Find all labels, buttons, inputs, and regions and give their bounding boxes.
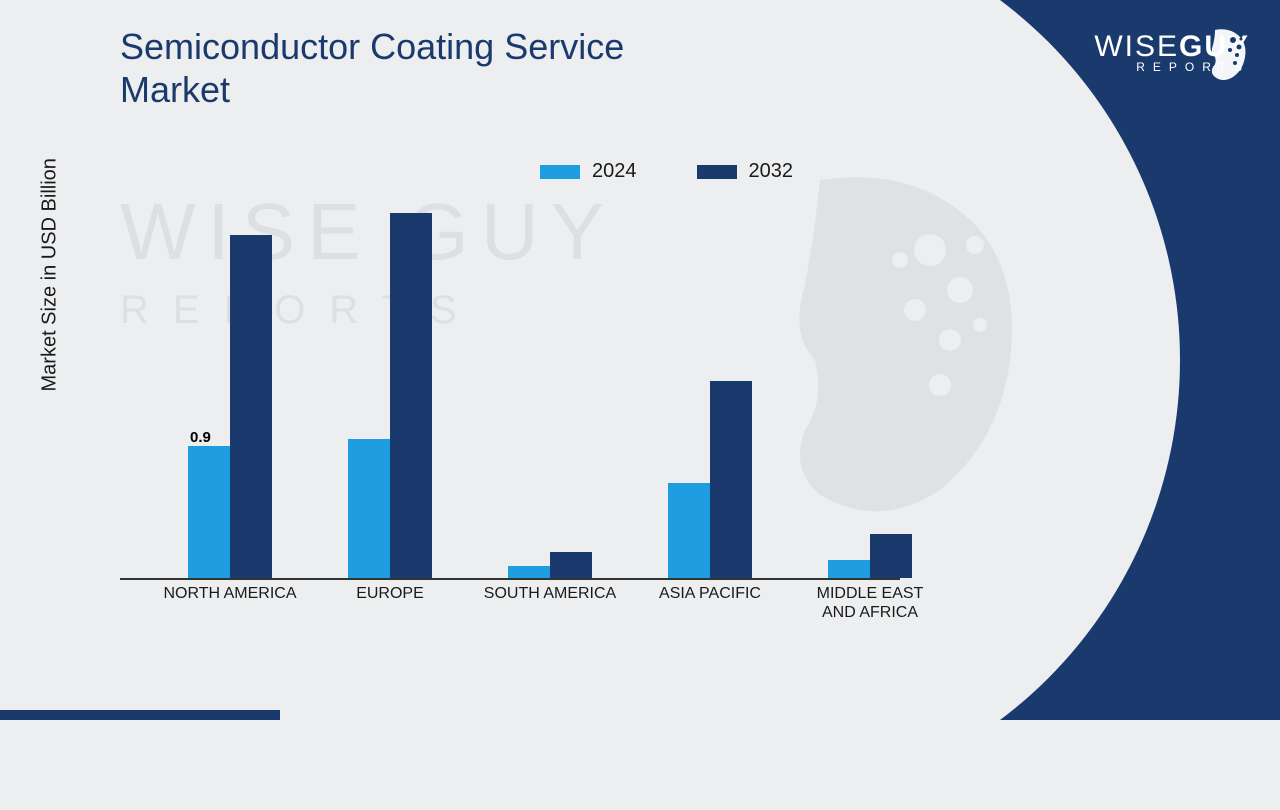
legend-label-2032: 2032 [749, 160, 794, 183]
bar-group: 0.9NORTH AMERICA [170, 235, 290, 578]
bar-2032 [710, 381, 752, 578]
bar-2024 [508, 566, 550, 578]
bar-2024 [668, 483, 710, 578]
chart-title: Semiconductor Coating Service Market [120, 25, 720, 111]
legend-item-2032: 2032 [697, 160, 794, 183]
bar-group: EUROPE [330, 213, 450, 578]
bottom-accent-bar [0, 710, 280, 720]
category-label: ASIA PACIFIC [640, 584, 780, 603]
plot-area: 0.9NORTH AMERICA EUROPE SOUTH AMERICA ASIA … [120, 200, 900, 580]
legend-swatch-2024 [540, 165, 580, 179]
bar-2032 [550, 552, 592, 578]
category-label: SOUTH AMERICA [480, 584, 620, 603]
legend-label-2024: 2024 [592, 160, 637, 183]
bar-group: SOUTH AMERICA [490, 552, 610, 578]
bar-2024 [828, 560, 870, 578]
bar-2024: 0.9 [188, 446, 230, 578]
y-axis-label: Market Size in USD Billion [39, 158, 62, 391]
category-label: NORTH AMERICA [160, 584, 300, 603]
bar-2024 [348, 439, 390, 578]
bar-2032 [390, 213, 432, 578]
bar-value-label: 0.9 [190, 429, 211, 446]
legend-item-2024: 2024 [540, 160, 637, 183]
category-label: EUROPE [320, 584, 460, 603]
bar-2032 [230, 235, 272, 578]
logo-head-icon [1195, 25, 1255, 85]
category-label: MIDDLE EAST AND AFRICA [800, 584, 940, 622]
bar-2032 [870, 534, 912, 578]
logo: WISEGUY REPORTS [1094, 30, 1250, 74]
chart-area: Market Size in USD Billion 2024 2032 0.9… [60, 160, 910, 680]
logo-wise: WISE [1094, 30, 1179, 63]
legend-swatch-2032 [697, 165, 737, 179]
x-axis-baseline [120, 578, 900, 580]
legend: 2024 2032 [540, 160, 793, 183]
bar-group: MIDDLE EAST AND AFRICA [810, 534, 930, 578]
bar-group: ASIA PACIFIC [650, 381, 770, 578]
